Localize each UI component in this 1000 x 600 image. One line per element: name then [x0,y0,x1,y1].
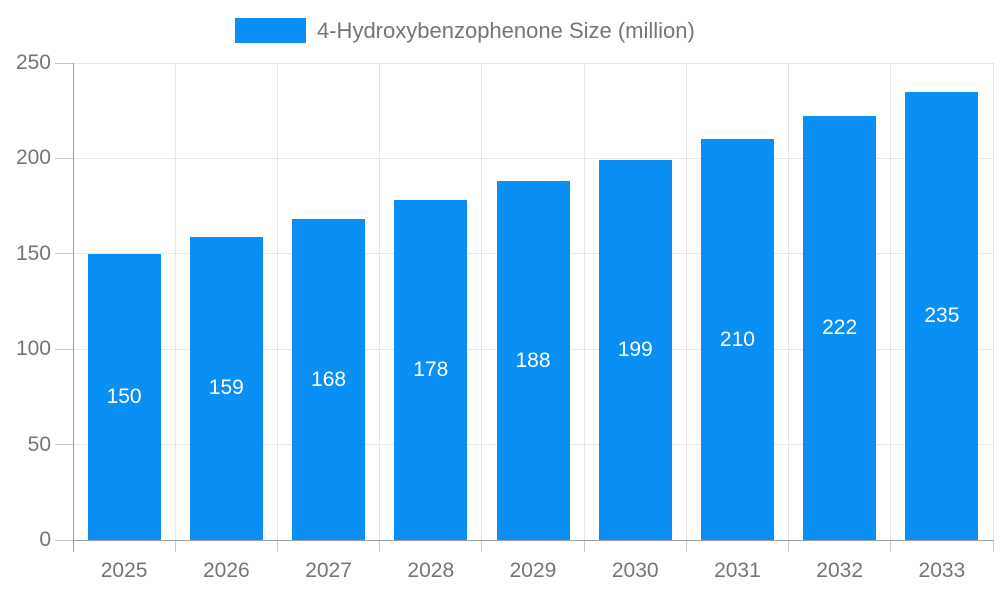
y-gridline [73,157,993,159]
bar [905,91,979,540]
bar-value-label: 199 [617,338,653,362]
bar-value-label: 159 [208,376,244,400]
x-axis-tick [379,540,381,552]
y-tick-label: 100 [15,337,51,361]
x-axis-tick [276,540,278,552]
x-tick-label: 2027 [305,559,352,582]
y-axis-line [72,63,74,552]
legend-swatch [235,18,306,43]
y-tick-label: 200 [15,146,51,170]
x-axis-tick [174,540,176,552]
y-axis-tick [55,348,73,350]
x-gridline [379,63,381,540]
x-gridline [583,63,585,540]
bar [598,160,672,540]
y-axis-tick [55,253,73,255]
bar-value-label: 188 [515,348,551,372]
bar-value-label: 210 [719,327,755,351]
x-gridline [174,63,176,540]
x-tick-label: 2028 [407,559,455,582]
bar [189,236,263,540]
bar [394,200,468,540]
x-axis-tick [685,540,687,552]
x-tick-label: 2030 [611,559,659,582]
x-tick-label: 2032 [816,559,864,582]
x-tick-label: 2033 [918,559,966,582]
y-axis-tick [55,444,73,446]
bar [700,139,774,540]
x-gridline [481,63,483,540]
x-gridline [992,63,994,540]
x-gridline [890,63,892,540]
y-axis-tick [55,157,73,159]
bar-value-label: 150 [106,384,142,408]
bar-value-label: 178 [413,358,449,382]
x-gridline [276,63,278,540]
x-axis-tick [788,540,790,552]
legend-label: 4-Hydroxybenzophenone Size (million) [317,18,695,43]
bar [292,219,366,540]
x-tick-label: 2029 [509,559,557,582]
x-axis-line [73,539,993,541]
y-tick-label: 150 [15,241,51,265]
y-tick-label: 250 [15,51,51,74]
y-gridline [73,62,993,64]
x-axis-tick [890,540,892,552]
x-tick-label: 2025 [100,559,148,582]
bar-value-label: 168 [311,367,347,391]
x-tick-label: 2026 [202,559,250,582]
y-axis-tick [55,62,73,64]
y-tick-label: 0 [39,528,51,551]
y-axis-tick [55,539,73,541]
x-gridline [788,63,790,540]
chart-legend: 4-Hydroxybenzophenone Size (million) [235,18,695,43]
bar [803,116,877,540]
bar [496,181,570,540]
x-gridline [685,63,687,540]
x-axis-tick [481,540,483,552]
y-tick-label: 50 [27,432,51,456]
bar-value-label: 235 [924,303,960,327]
bar-value-label: 222 [822,316,858,340]
x-axis-tick [992,540,994,552]
x-axis-tick [583,540,585,552]
x-tick-label: 2031 [714,559,761,582]
bar [87,253,161,540]
